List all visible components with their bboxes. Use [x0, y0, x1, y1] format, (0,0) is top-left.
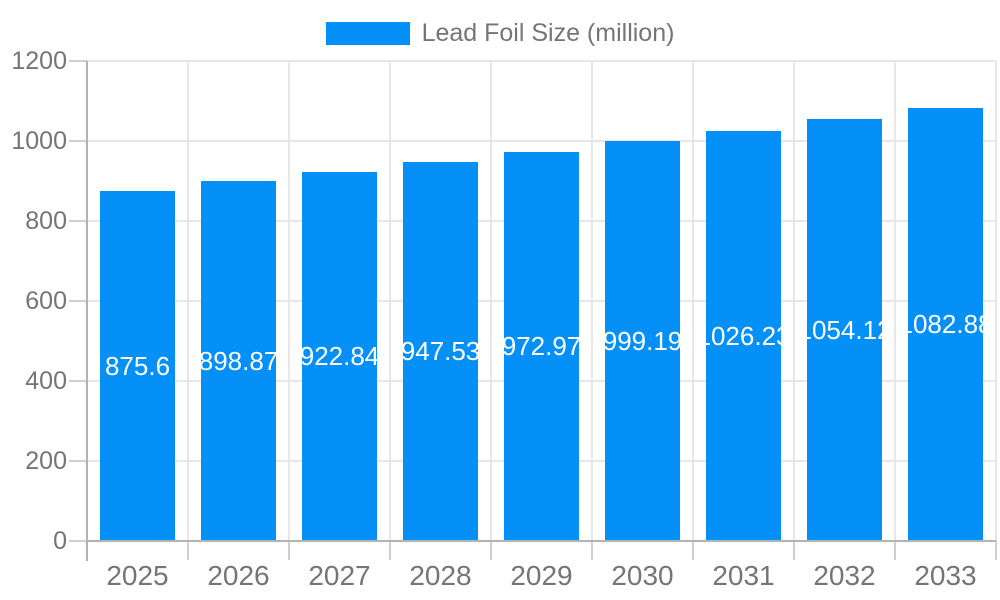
y-grid-line: [87, 140, 996, 142]
x-axis-tick: [692, 541, 694, 560]
bar-2027[interactable]: [302, 171, 377, 541]
y-axis-line: [86, 61, 88, 561]
bar-value-label: 875.6: [104, 350, 171, 381]
y-axis-tick: [69, 140, 87, 142]
y-axis-tick: [69, 540, 87, 542]
y-axis-label: 200: [25, 447, 67, 475]
x-grid-line: [187, 61, 189, 541]
x-axis-label: 2031: [712, 560, 775, 591]
x-axis-label: 2028: [409, 560, 472, 591]
y-axis-tick: [69, 460, 87, 462]
x-axis-label: 2032: [813, 560, 876, 591]
x-grid-line: [692, 61, 694, 541]
y-axis-tick: [69, 220, 87, 222]
legend[interactable]: Lead Foil Size (million): [0, 20, 1000, 47]
bar-2025[interactable]: [100, 190, 175, 541]
x-axis-tick: [490, 541, 492, 560]
x-axis-tick: [389, 541, 391, 560]
bar-value-label: 947.53: [400, 336, 481, 367]
bar-value-label: 1026.23: [696, 320, 791, 351]
bar-value-label: 999.19: [602, 326, 683, 357]
x-grid-line: [995, 61, 997, 541]
bar-value-label: 1082.88: [898, 309, 993, 340]
x-grid-line: [894, 61, 896, 541]
bar-value-label: 972.97: [501, 331, 582, 362]
bar-2029[interactable]: [504, 151, 579, 541]
legend-label: Lead Foil Size (million): [421, 19, 675, 47]
x-axis-tick: [187, 541, 189, 560]
x-axis-tick: [894, 541, 896, 560]
y-axis-label: 800: [25, 207, 67, 235]
x-axis-tick: [793, 541, 795, 560]
bar-2028[interactable]: [403, 161, 478, 541]
x-grid-line: [793, 61, 795, 541]
y-axis-tick: [69, 380, 87, 382]
x-axis-label: 2033: [914, 560, 977, 591]
x-axis-label: 2025: [106, 560, 169, 591]
x-axis-tick: [288, 541, 290, 560]
x-axis-tick: [591, 541, 593, 560]
y-axis-label: 1000: [11, 127, 67, 155]
x-grid-line: [591, 61, 593, 541]
x-grid-line: [490, 61, 492, 541]
y-axis-label: 1200: [11, 47, 67, 75]
bar-2032[interactable]: [807, 119, 882, 541]
legend-swatch-icon: [325, 22, 410, 45]
bar-value-label: 922.84: [299, 341, 380, 372]
x-axis-tick: [995, 541, 997, 560]
bar-2033[interactable]: [908, 107, 983, 541]
x-axis-label: 2029: [510, 560, 573, 591]
y-axis-label: 400: [25, 367, 67, 395]
y-axis-label: 0: [53, 527, 67, 555]
x-axis-line: [87, 540, 996, 542]
bar-2026[interactable]: [201, 181, 276, 541]
y-axis-tick: [69, 300, 87, 302]
y-axis-tick: [69, 60, 87, 62]
y-axis-label: 600: [25, 287, 67, 315]
x-grid-line: [389, 61, 391, 541]
x-axis-label: 2027: [308, 560, 371, 591]
x-grid-line: [288, 61, 290, 541]
y-grid-line: [87, 60, 996, 62]
x-axis-label: 2030: [611, 560, 674, 591]
bar-value-label: 1054.12: [797, 315, 892, 346]
x-axis-label: 2026: [207, 560, 270, 591]
bar-value-label: 898.87: [198, 346, 279, 377]
bar-2031[interactable]: [706, 130, 781, 541]
bar-2030[interactable]: [605, 141, 680, 541]
